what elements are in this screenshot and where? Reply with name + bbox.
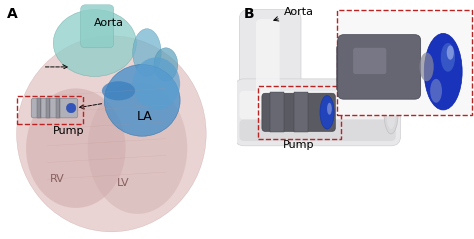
Ellipse shape <box>88 82 187 214</box>
Bar <box>59 98 60 118</box>
Ellipse shape <box>17 36 206 232</box>
Bar <box>17 96 83 124</box>
Text: Pump: Pump <box>53 126 84 136</box>
Ellipse shape <box>246 79 294 131</box>
Ellipse shape <box>441 43 455 72</box>
Ellipse shape <box>419 53 434 81</box>
FancyBboxPatch shape <box>262 93 336 131</box>
Ellipse shape <box>133 57 180 110</box>
Ellipse shape <box>54 10 137 76</box>
Bar <box>39 98 41 118</box>
FancyBboxPatch shape <box>353 48 386 74</box>
Ellipse shape <box>447 45 454 60</box>
FancyBboxPatch shape <box>256 19 280 120</box>
Ellipse shape <box>104 65 180 136</box>
FancyBboxPatch shape <box>239 91 396 120</box>
Ellipse shape <box>386 96 396 129</box>
Text: RV: RV <box>49 174 64 184</box>
FancyBboxPatch shape <box>337 35 420 99</box>
FancyBboxPatch shape <box>239 10 301 124</box>
FancyBboxPatch shape <box>31 98 78 118</box>
Ellipse shape <box>430 79 442 103</box>
Bar <box>36 98 41 118</box>
Text: LA: LA <box>137 109 153 123</box>
Bar <box>46 98 50 118</box>
Ellipse shape <box>133 29 161 76</box>
Ellipse shape <box>102 81 135 100</box>
Text: Aorta: Aorta <box>274 7 314 21</box>
Text: Pump: Pump <box>283 140 314 150</box>
Ellipse shape <box>26 88 126 208</box>
FancyBboxPatch shape <box>235 79 401 146</box>
Text: LA: LA <box>390 107 436 117</box>
Text: Stator: Stator <box>355 95 384 105</box>
FancyBboxPatch shape <box>403 45 419 91</box>
Text: B: B <box>244 7 255 21</box>
Ellipse shape <box>370 38 389 96</box>
Bar <box>49 98 51 118</box>
Ellipse shape <box>154 48 178 81</box>
Ellipse shape <box>320 96 334 129</box>
Bar <box>294 92 308 132</box>
Text: A: A <box>7 7 18 21</box>
FancyBboxPatch shape <box>239 120 396 141</box>
Text: LV: LV <box>117 179 129 188</box>
Bar <box>258 86 341 139</box>
Ellipse shape <box>327 103 332 115</box>
Text: Impeller: Impeller <box>414 102 454 112</box>
Ellipse shape <box>384 91 398 134</box>
Bar <box>337 10 472 115</box>
Ellipse shape <box>424 33 462 110</box>
Bar <box>270 92 284 132</box>
FancyBboxPatch shape <box>81 5 114 48</box>
Ellipse shape <box>66 103 76 113</box>
Bar <box>56 98 60 118</box>
FancyBboxPatch shape <box>337 45 356 91</box>
Text: Aorta: Aorta <box>94 18 124 28</box>
